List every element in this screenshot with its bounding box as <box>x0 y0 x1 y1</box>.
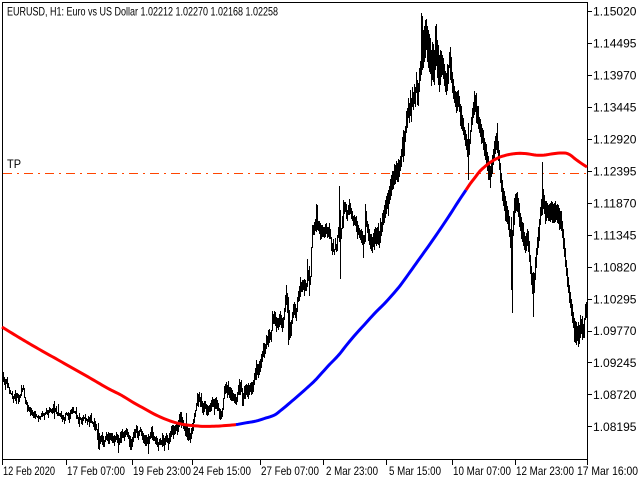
svg-text:1.13445: 1.13445 <box>593 101 637 115</box>
svg-text:12 Mar 23:00: 12 Mar 23:00 <box>516 464 574 478</box>
svg-text:2 Mar 23:00: 2 Mar 23:00 <box>326 464 378 478</box>
svg-text:1.08720: 1.08720 <box>593 388 637 402</box>
svg-text:24 Feb 15:00: 24 Feb 15:00 <box>193 464 251 478</box>
svg-text:1.13970: 1.13970 <box>593 69 637 83</box>
svg-text:19 Feb 23:00: 19 Feb 23:00 <box>133 464 191 478</box>
svg-text:1.09770: 1.09770 <box>593 324 637 338</box>
svg-text:1.11870: 1.11870 <box>593 196 637 210</box>
svg-text:TP: TP <box>7 157 21 171</box>
svg-text:5 Mar 15:00: 5 Mar 15:00 <box>389 464 441 478</box>
svg-text:1.14495: 1.14495 <box>593 37 637 51</box>
svg-text:1.08195: 1.08195 <box>593 420 637 434</box>
svg-text:17 Mar 16:00: 17 Mar 16:00 <box>577 464 638 478</box>
svg-text:1.09245: 1.09245 <box>593 356 637 370</box>
svg-text:27 Feb 07:00: 27 Feb 07:00 <box>261 464 319 478</box>
svg-text:1.12920: 1.12920 <box>593 133 637 147</box>
svg-text:1.15020: 1.15020 <box>593 5 637 19</box>
svg-text:17 Feb 07:00: 17 Feb 07:00 <box>67 464 125 478</box>
svg-text:1.10295: 1.10295 <box>593 292 637 306</box>
svg-text:12 Feb 2020: 12 Feb 2020 <box>3 464 55 478</box>
svg-text:1.11345: 1.11345 <box>593 228 637 242</box>
svg-text:1.12395: 1.12395 <box>593 165 637 179</box>
svg-text:EURUSD, H1: Euro vs US Dollar: EURUSD, H1: Euro vs US Dollar 1.02212 1.… <box>7 5 278 19</box>
svg-text:1.10820: 1.10820 <box>593 260 637 274</box>
svg-text:10 Mar 07:00: 10 Mar 07:00 <box>453 464 511 478</box>
